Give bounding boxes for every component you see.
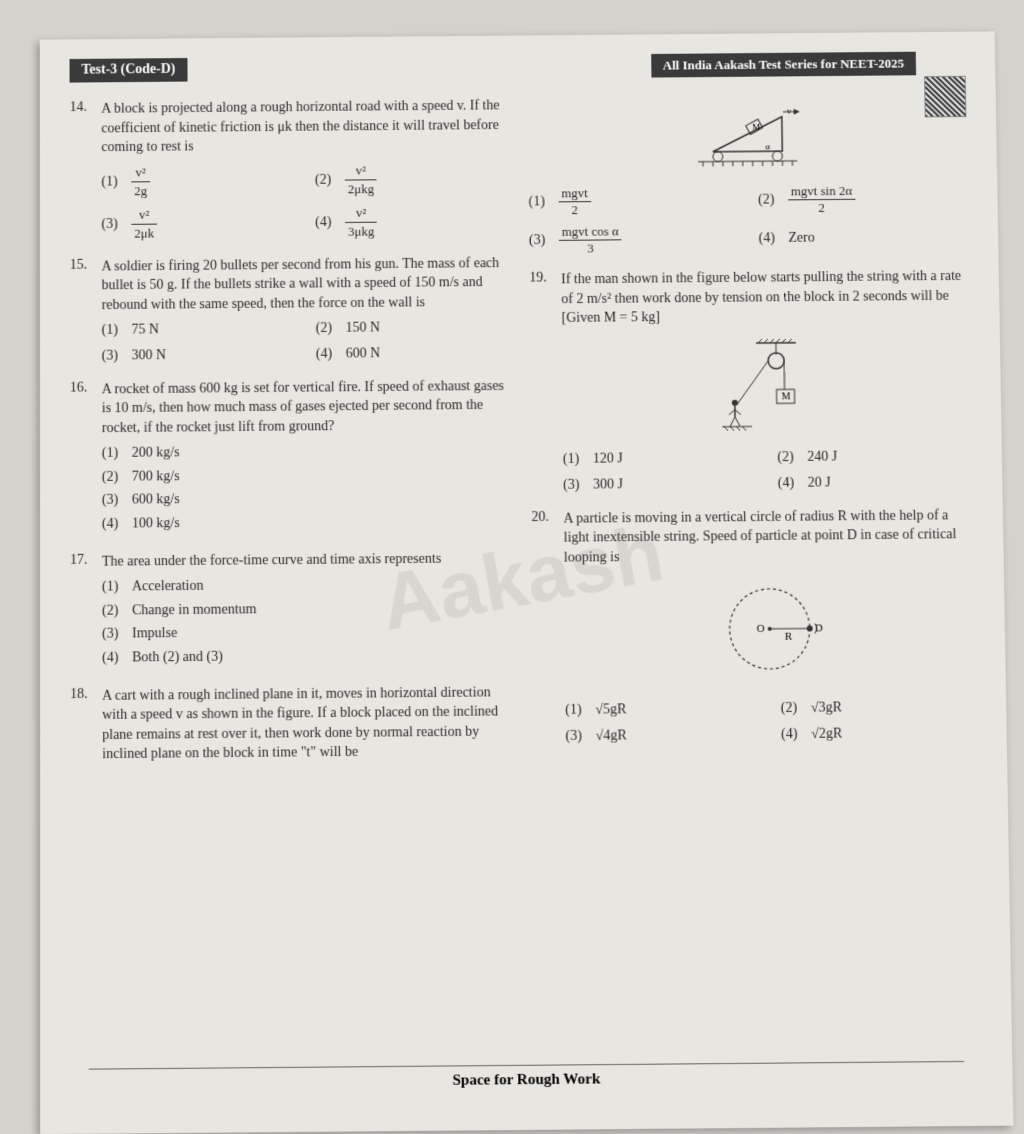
option-2: (2)150 N — [316, 318, 510, 339]
option-3: (3)600 kg/s — [102, 488, 512, 511]
content-columns: 14. A block is projected along a rough h… — [70, 93, 978, 780]
series-header: All India Aakash Test Series for NEET-20… — [651, 52, 916, 78]
option-1: (1) mgvt2 — [529, 184, 739, 218]
option-3: (3) v²2μk — [101, 205, 295, 244]
option-4: (4)100 kg/s — [102, 511, 512, 534]
question-text: A soldier is firing 20 bullets per secon… — [102, 256, 500, 313]
qr-code — [924, 76, 966, 118]
question-15: 15. A soldier is firing 20 bullets per s… — [70, 254, 510, 367]
question-text: If the man shown in the figure below sta… — [561, 269, 961, 326]
question-text: A rocket of mass 600 kg is set for verti… — [102, 378, 504, 435]
svg-text:O: O — [757, 623, 765, 635]
option-4: (4)√2gR — [781, 723, 977, 744]
question-number: 14. — [70, 100, 94, 244]
question-number: 18. — [70, 686, 94, 765]
option-1: (1)120 J — [563, 449, 758, 470]
question-number: 20. — [531, 509, 557, 746]
pulley-figure: M — [562, 333, 972, 442]
svg-text:v: v — [787, 106, 792, 116]
question-body: If the man shown in the figure below sta… — [561, 267, 972, 495]
test-code-header: Test-3 (Code-D) — [70, 58, 188, 83]
option-2: (2) v²2μkg — [315, 160, 509, 199]
option-4: (4) v²3μkg — [315, 203, 509, 242]
rough-work-label: Space for Rough Work — [89, 1061, 964, 1093]
question-number: 15. — [70, 257, 94, 366]
question-text: A cart with a rough inclined plane in it… — [102, 685, 498, 763]
svg-text:R: R — [785, 631, 793, 643]
fraction: mgvt sin 2α2 — [788, 183, 856, 216]
option-1: (1) v²2g — [101, 162, 295, 201]
fraction: v²2μk — [131, 206, 157, 243]
right-column: M α v (1) mgvt2 (2) mgvt sin 2α2 (3) — [528, 93, 978, 776]
question-body: The area under the force-time curve and … — [102, 549, 513, 673]
option-4: (4)600 N — [316, 343, 510, 364]
svg-text:M: M — [752, 122, 760, 132]
question-17: 17. The area under the force-time curve … — [70, 549, 513, 673]
circle-svg: O R D — [714, 574, 826, 685]
option-1: (1)√5gR — [565, 699, 761, 720]
left-column: 14. A block is projected along a rough h… — [70, 96, 514, 779]
question-19: 19. If the man shown in the figure below… — [529, 267, 972, 496]
question-body: A particle is moving in a vertical circl… — [563, 506, 976, 746]
option-3: (3)300 N — [102, 345, 296, 366]
option-2: (2)Change in momentum — [102, 598, 512, 621]
option-3: (3)300 J — [563, 474, 758, 495]
question-14: 14. A block is projected along a rough h… — [70, 96, 510, 243]
option-1: (1)200 kg/s — [102, 441, 511, 464]
option-3: (3) mgvt cos α3 — [529, 223, 739, 257]
question-number: 17. — [70, 552, 94, 672]
question-body: A soldier is firing 20 bullets per secon… — [102, 254, 511, 366]
fraction: v²3μkg — [345, 204, 378, 241]
question-18: 18. A cart with a rough inclined plane i… — [70, 683, 514, 766]
option-2: (2)240 J — [777, 447, 972, 468]
fraction: v²2g — [131, 163, 150, 200]
question-number: 19. — [529, 271, 555, 496]
question-number: 16. — [70, 380, 94, 539]
options: (1)200 kg/s (2)700 kg/s (3)600 kg/s (4)1… — [102, 441, 512, 535]
question-20: 20. A particle is moving in a vertical c… — [531, 506, 976, 747]
inclined-plane-figure: M α v — [528, 100, 968, 178]
question-body: A rocket of mass 600 kg is set for verti… — [102, 376, 512, 538]
exam-paper: Test-3 (Code-D) All India Aakash Test Se… — [40, 31, 1014, 1134]
question-body: A block is projected along a rough horiz… — [101, 96, 509, 243]
question-body: A cart with a rough inclined plane in it… — [102, 683, 513, 765]
option-2: (2) mgvt sin 2α2 — [758, 182, 968, 216]
options: (1)Acceleration (2)Change in momentum (3… — [102, 574, 513, 668]
options: (1)√5gR (2)√3gR (3)√4gR (4)√2gR — [565, 697, 977, 746]
options: (1)75 N (2)150 N (3)300 N (4)600 N — [102, 318, 511, 366]
svg-text:M: M — [782, 391, 791, 402]
question-text: A block is projected along a rough horiz… — [101, 99, 499, 156]
options: (1) v²2g (2) v²2μkg (3) v²2μk (4) — [101, 160, 509, 243]
question-16: 16. A rocket of mass 600 kg is set for v… — [70, 376, 512, 538]
fraction: mgvt2 — [558, 185, 591, 218]
option-2: (2)√3gR — [781, 697, 977, 718]
option-1: (1)75 N — [102, 320, 296, 341]
option-4: (4) Zero — [758, 221, 968, 255]
option-1: (1)Acceleration — [102, 574, 512, 597]
question-text: The area under the force-time curve and … — [102, 551, 441, 569]
incline-svg: M α v — [687, 102, 807, 172]
fraction: v²2μkg — [345, 161, 377, 198]
options: (1)120 J (2)240 J (3)300 J (4)20 J — [563, 447, 973, 496]
q18-options: (1) mgvt2 (2) mgvt sin 2α2 (3) mgvt cos … — [529, 182, 969, 257]
svg-text:α: α — [765, 141, 770, 151]
option-4: (4)Both (2) and (3) — [102, 645, 513, 668]
option-4: (4)20 J — [778, 472, 973, 493]
option-3: (3)√4gR — [565, 725, 761, 746]
option-2: (2)700 kg/s — [102, 464, 511, 487]
circle-figure: O R D — [564, 572, 976, 692]
pulley-svg: M — [706, 334, 827, 434]
option-3: (3)Impulse — [102, 622, 512, 645]
question-text: A particle is moving in a vertical circl… — [563, 508, 956, 565]
fraction: mgvt cos α3 — [559, 224, 622, 257]
